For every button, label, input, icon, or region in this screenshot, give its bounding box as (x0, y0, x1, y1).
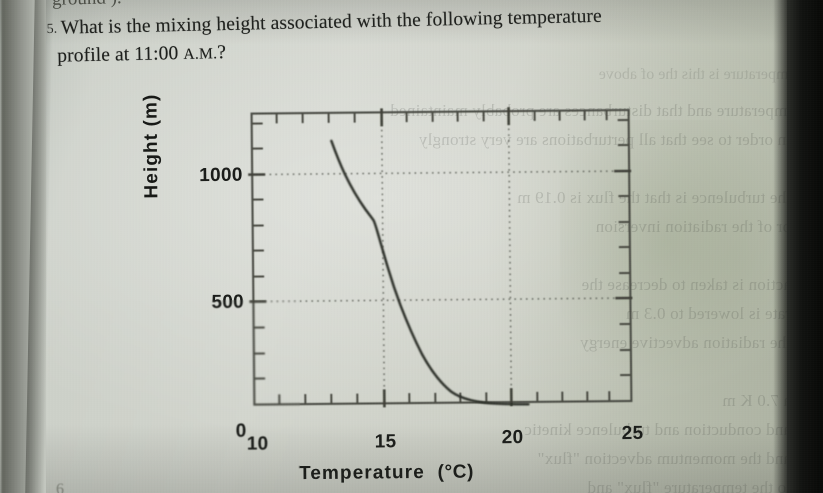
question-line-2-text: profile at 11:00 (57, 43, 179, 67)
question-line-1: What is the mixing height associated wit… (60, 5, 603, 39)
cut-off-marker-below: 6 (56, 481, 64, 493)
question-line-2-tail: ? (217, 42, 227, 64)
photo-right-black-band (787, 0, 823, 493)
question-line-2: profile at 11:00 A.M.? (57, 42, 226, 68)
right-band-falloff (773, 0, 789, 493)
question-line-2-smallcaps: A.M. (183, 45, 218, 63)
